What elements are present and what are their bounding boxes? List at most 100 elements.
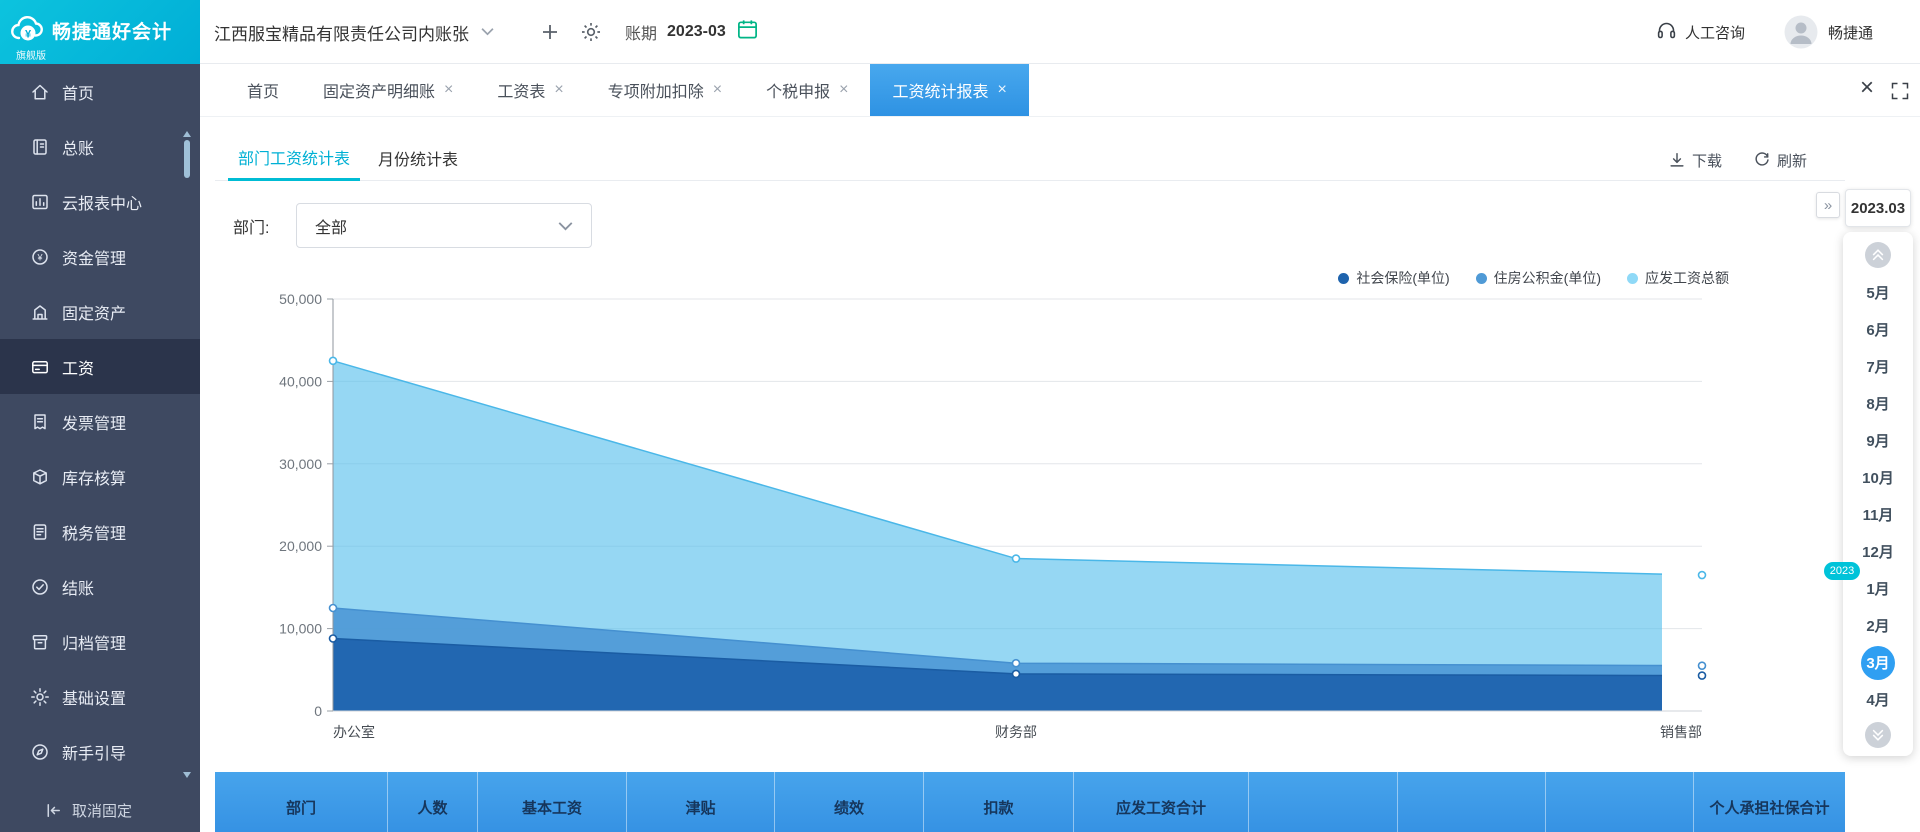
- table-header-cell-empty: [1398, 772, 1546, 832]
- tab-close-icon[interactable]: ×: [712, 81, 723, 98]
- month-item[interactable]: 8月: [1866, 396, 1890, 413]
- month-item[interactable]: 10月: [1862, 470, 1894, 487]
- subtab-department-report[interactable]: 部门工资统计表: [228, 135, 360, 181]
- sidebar-item-tax[interactable]: 税务管理: [0, 504, 200, 559]
- tab-close-icon[interactable]: ×: [839, 81, 849, 98]
- month-item[interactable]: 6月: [1866, 322, 1890, 339]
- close-all-tabs-icon[interactable]: ×: [1859, 74, 1874, 101]
- tab-home[interactable]: 首页: [225, 64, 301, 116]
- months-scroll-down-button[interactable]: [1865, 722, 1891, 748]
- month-item-selected[interactable]: 3月: [1843, 644, 1913, 681]
- sidebar-item-settlement[interactable]: 结账: [0, 559, 200, 614]
- month-item[interactable]: 5月: [1866, 285, 1890, 302]
- funds-icon: ¥: [32, 248, 48, 265]
- month-item[interactable]: 11月: [1862, 507, 1894, 524]
- sidebar-item-settings[interactable]: 基础设置: [0, 669, 200, 724]
- fullscreen-icon[interactable]: [1890, 81, 1910, 106]
- calendar-current-period[interactable]: 2023.03: [1845, 189, 1911, 227]
- sidebar-scroll-down-icon[interactable]: [183, 772, 191, 778]
- tab-close-icon[interactable]: ×: [997, 81, 1007, 98]
- support-link[interactable]: 人工咨询: [1656, 0, 1745, 64]
- month-item[interactable]: 9月: [1866, 433, 1890, 450]
- gear-icon: [581, 22, 601, 42]
- invoice-icon: [34, 413, 46, 429]
- refresh-label: 刷新: [1777, 152, 1808, 170]
- svg-text:20,000: 20,000: [279, 538, 322, 554]
- sidebar-item-salary[interactable]: 工资: [0, 339, 200, 394]
- sidebar-scrollbar-thumb[interactable]: [184, 140, 190, 178]
- sidebar-item-label: 新手引导: [62, 745, 127, 763]
- user-name[interactable]: 畅捷通: [1828, 24, 1874, 42]
- refresh-button[interactable]: 刷新: [1753, 148, 1807, 172]
- unpin-button[interactable]: 取消固定: [0, 788, 200, 832]
- sidebar-item-label: 资金管理: [62, 250, 127, 268]
- tab-close-icon[interactable]: ×: [554, 81, 564, 98]
- svg-text:50,000: 50,000: [279, 291, 322, 307]
- download-label: 下载: [1692, 152, 1723, 170]
- chart-legend: 社会保险(单位) 住房公积金(单位) 应发工资总额: [1338, 268, 1729, 288]
- tab-fixed-asset-detail[interactable]: 固定资产明细账 ×: [301, 64, 475, 116]
- tab-personal-tax[interactable]: 个税申报 ×: [744, 64, 870, 116]
- legend-dot: [1338, 272, 1350, 284]
- tab-label: 专项附加扣除: [607, 84, 704, 101]
- add-button[interactable]: [540, 0, 560, 64]
- avatar[interactable]: [1784, 15, 1818, 49]
- salary-chart: 0 10,000 20,000 30,000 40,000 50,000 办公室 财务部 销售部: [279, 291, 1707, 740]
- tab-salary-sheet[interactable]: 工资表 ×: [475, 64, 585, 116]
- double-chevron-up-icon: [1872, 249, 1884, 261]
- headset-icon: [1656, 20, 1677, 45]
- month-item[interactable]: 12月: [1862, 544, 1894, 561]
- sidebar-item-label: 税务管理: [62, 525, 127, 543]
- table-header-cell: 部门: [215, 772, 388, 832]
- sidebar-item-funds[interactable]: ¥ 资金管理: [0, 229, 200, 284]
- sidebar-item-home[interactable]: 首页: [0, 64, 200, 119]
- table-header-cell: 个人承担社保合计: [1709, 799, 1830, 817]
- table-header-cell-empty: [1249, 772, 1398, 832]
- cloud-logo-icon: ¥: [10, 14, 46, 49]
- month-item[interactable]: 7月: [1866, 359, 1890, 376]
- period-value[interactable]: 2023-03: [667, 23, 726, 40]
- tab-strip: 首页 固定资产明细账 × 工资表 × 专项附加扣除 × 个税申报 × 工资统计报…: [200, 64, 1920, 117]
- month-item[interactable]: 2月: [1866, 618, 1890, 635]
- svg-text:40,000: 40,000: [279, 373, 322, 389]
- sidebar-item-fixed-assets[interactable]: 固定资产: [0, 284, 200, 339]
- sidebar-scroll-up-icon[interactable]: [183, 131, 191, 137]
- legend-item-social-insurance[interactable]: 社会保险(单位): [1338, 268, 1450, 288]
- tab-close-icon[interactable]: ×: [444, 81, 454, 98]
- table-header-cell: 绩效: [775, 772, 924, 832]
- sidebar-item-label: 发票管理: [62, 415, 127, 433]
- tab-special-deduction[interactable]: 专项附加扣除 ×: [586, 64, 744, 116]
- sidebar-item-guide[interactable]: 新手引导: [0, 724, 200, 779]
- sidebar-item-cloud-reports[interactable]: 云报表中心: [0, 174, 200, 229]
- months-scroll-up-button[interactable]: [1865, 242, 1891, 268]
- month-item[interactable]: 4月: [1866, 692, 1890, 709]
- legend-item-gross-salary[interactable]: 应发工资总额: [1627, 268, 1729, 288]
- legend-item-housing-fund[interactable]: 住房公积金(单位): [1475, 268, 1601, 288]
- brand-logo[interactable]: ¥ 畅捷通好会计 旗舰版: [0, 0, 200, 64]
- month-item[interactable]: 1月: [1866, 581, 1890, 598]
- plus-icon: [543, 25, 557, 39]
- sidebar-item-archive[interactable]: 归档管理: [0, 614, 200, 669]
- svg-text:30,000: 30,000: [279, 456, 322, 472]
- calendar-collapse-handle[interactable]: »: [1816, 192, 1840, 218]
- legend-dot: [1475, 272, 1487, 284]
- svg-text:¥: ¥: [25, 29, 32, 41]
- report-chart-icon: [32, 194, 48, 209]
- legend-dot: [1627, 272, 1638, 284]
- download-button[interactable]: 下载: [1668, 148, 1722, 172]
- sidebar-item-invoices[interactable]: 发票管理: [0, 394, 200, 449]
- company-selector[interactable]: 江西服宝精品有限责任公司内账张: [214, 0, 494, 64]
- department-select[interactable]: 全部: [296, 203, 592, 248]
- sidebar: 首页 总账 云报表中心 ¥ 资金管理 固定资产 工资 发票管理 库存核算: [0, 64, 200, 832]
- sidebar-item-label: 固定资产: [62, 305, 127, 323]
- period-group: 账期 2023-03: [625, 0, 759, 64]
- tax-doc-icon: [33, 523, 47, 540]
- sidebar-item-label: 库存核算: [62, 470, 127, 488]
- subtab-month-report[interactable]: 月份统计表: [377, 152, 458, 169]
- sidebar-item-general-ledger[interactable]: 总账: [0, 119, 200, 174]
- calendar-icon[interactable]: [736, 18, 759, 46]
- sidebar-item-inventory[interactable]: 库存核算: [0, 449, 200, 504]
- settings-button[interactable]: [580, 0, 602, 64]
- tab-salary-report[interactable]: 工资统计报表 ×: [870, 64, 1029, 116]
